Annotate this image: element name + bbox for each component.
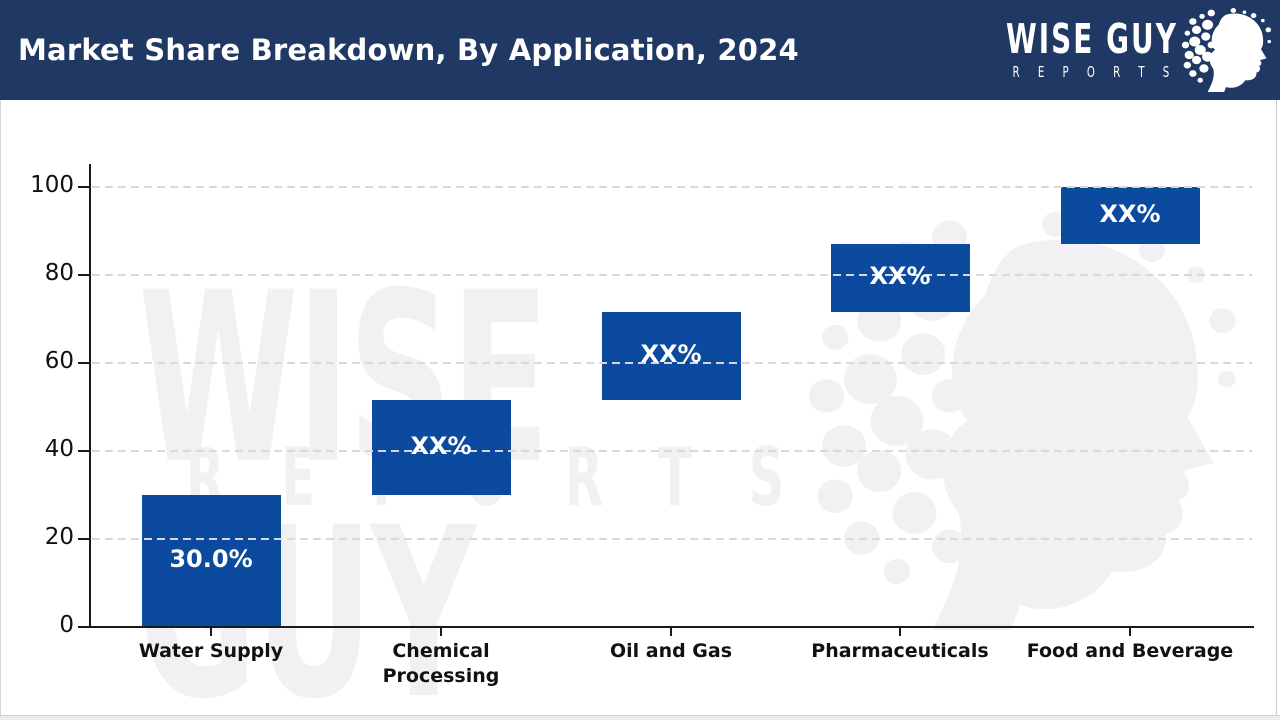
waterfall-bar (601, 312, 741, 401)
category-label: Food and Beverage (1026, 640, 1234, 662)
page-left-border (0, 100, 1, 720)
bar-value-label: 30.0% (169, 545, 253, 573)
gridline-100 (92, 186, 1252, 188)
y-tick-label: 80 (44, 260, 74, 286)
page-bottom-strip (0, 716, 1280, 720)
waterfall-bar (371, 400, 511, 495)
page-right-border (1276, 100, 1277, 720)
y-axis (89, 164, 91, 628)
category-label: Water Supply (138, 640, 284, 662)
y-tick-mark (78, 186, 90, 188)
bar-value-label: XX% (1099, 199, 1161, 228)
waterfall-bar (141, 495, 281, 627)
y-tick-label: 40 (44, 436, 74, 462)
gridline-80 (92, 274, 1252, 276)
y-tick-mark (78, 450, 90, 452)
logo-wordmark: WISE GUY (1006, 15, 1178, 63)
bar-value-label: XX% (869, 262, 931, 291)
x-tick-mark (670, 628, 672, 636)
gridline-20 (92, 538, 1252, 540)
y-tick-mark (78, 274, 90, 276)
x-tick-mark (1129, 628, 1131, 636)
bar-value-label: XX% (640, 340, 702, 369)
category-label: Oil and Gas (609, 640, 733, 662)
logo-head-icon (1181, 8, 1272, 92)
x-tick-mark (210, 628, 212, 636)
bar-value-label: XX% (410, 431, 472, 460)
waterfall-bar (1060, 187, 1200, 245)
y-tick-mark (78, 362, 90, 364)
x-tick-mark (440, 628, 442, 636)
gridline-40 (92, 450, 1252, 452)
x-tick-mark (899, 628, 901, 636)
y-tick-label: 0 (59, 612, 74, 638)
category-label: Chemical Processing (382, 640, 500, 687)
category-label: Pharmaceuticals (811, 640, 989, 662)
page-title: Market Share Breakdown, By Application, … (18, 33, 799, 67)
wise-guy-reports-logo: WISE GUY R E P O R T S (925, 8, 1272, 92)
y-tick-label: 20 (44, 524, 74, 550)
waterfall-chart: 0 20 40 60 80 100 30.0% Water Supply XX% Chemical… (0, 100, 1280, 720)
logo-text: WISE GUY R E P O R T S (1006, 15, 1178, 82)
x-axis (84, 626, 1254, 628)
waterfall-bar (830, 244, 970, 313)
gridline-60 (92, 362, 1252, 364)
y-tick-mark (78, 538, 90, 540)
y-tick-label: 100 (30, 172, 74, 198)
page-bottom-border (0, 715, 1280, 716)
logo-subtitle: R E P O R T S (1012, 63, 1177, 81)
y-tick-mark (78, 626, 90, 628)
y-tick-label: 60 (44, 348, 74, 374)
header-bar: Market Share Breakdown, By Application, … (0, 0, 1280, 100)
